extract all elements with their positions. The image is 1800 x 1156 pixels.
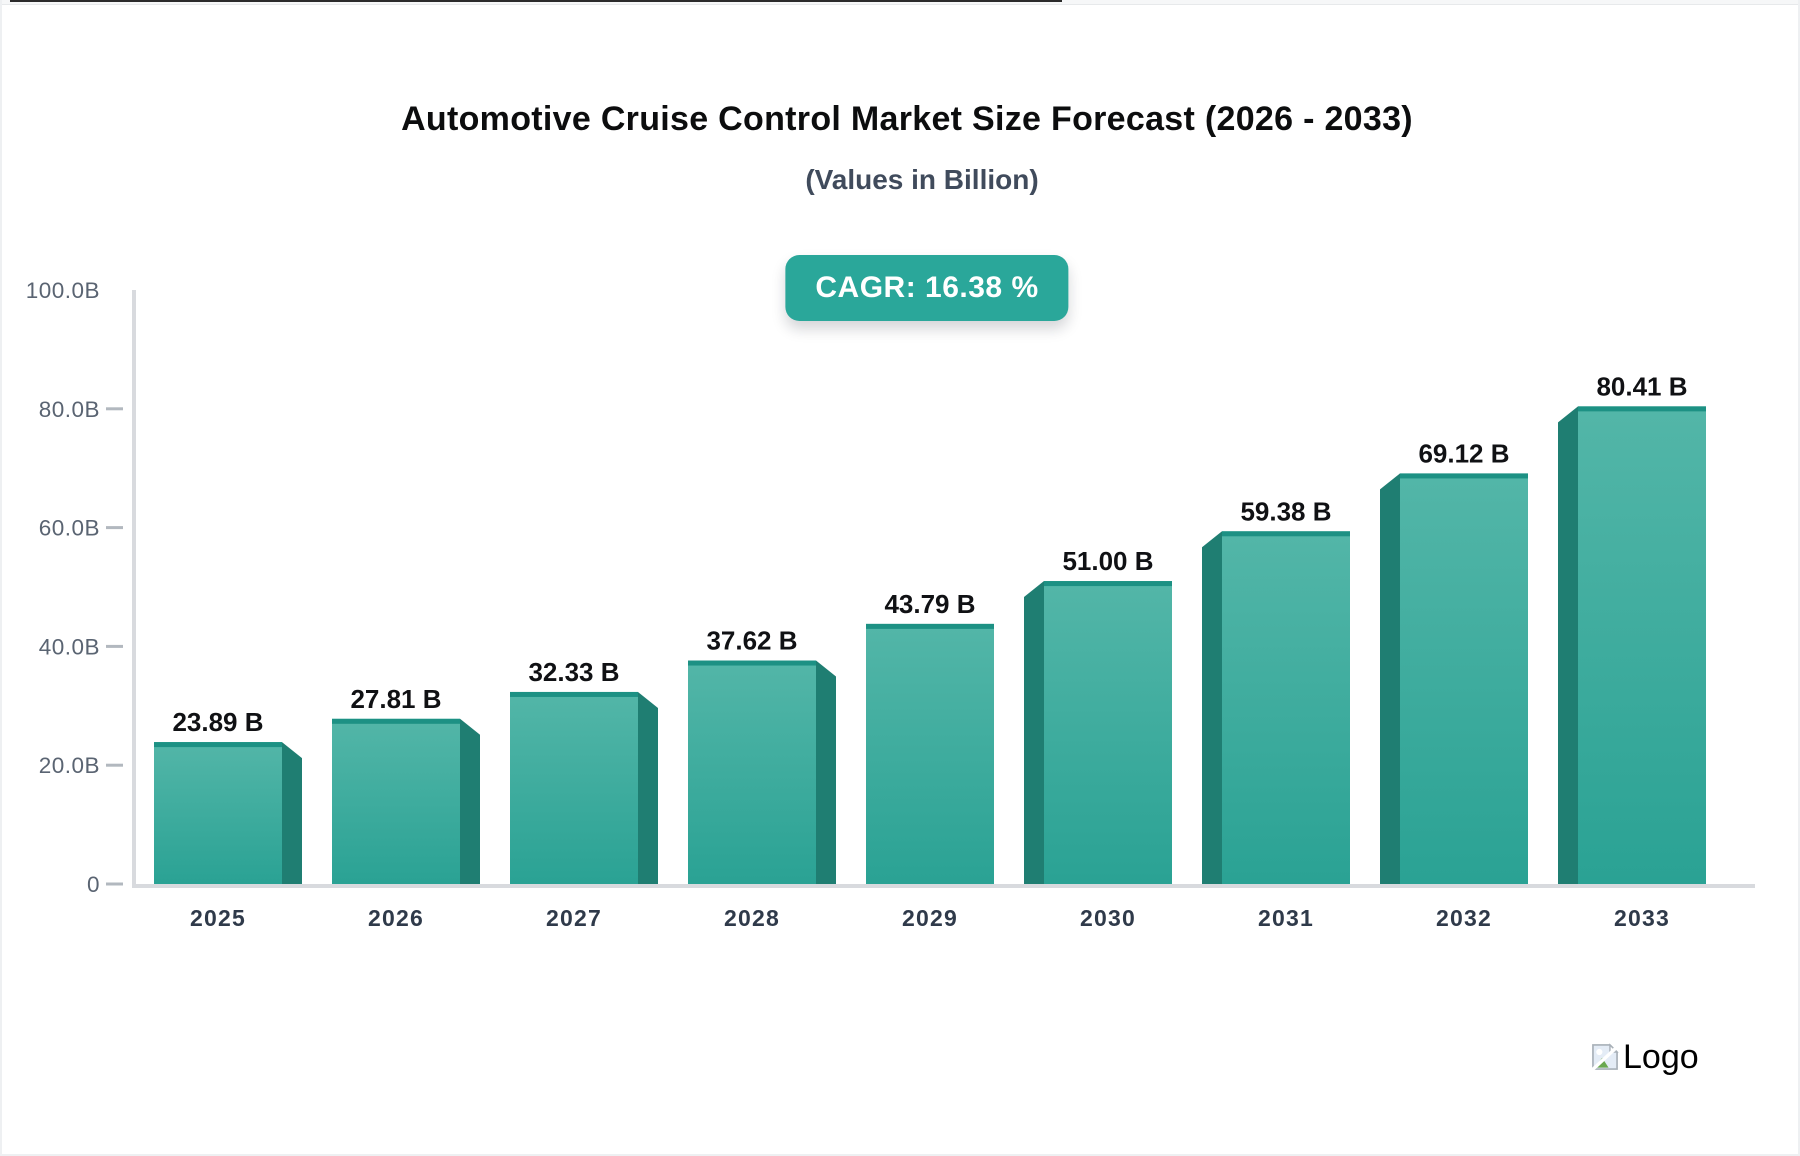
y-axis-label: 80.0B: [39, 397, 100, 422]
bar-side-2030: [1024, 581, 1044, 884]
bar-side-2032: [1380, 473, 1400, 884]
bar-2025[interactable]: [154, 742, 282, 884]
x-axis-label-2032: 2032: [1436, 905, 1492, 931]
bar-top-edge-2029: [866, 623, 994, 629]
bar-value-label-2027: 32.33 B: [528, 657, 619, 687]
x-axis-label-2028: 2028: [724, 905, 780, 931]
x-axis-label-2030: 2030: [1080, 905, 1136, 931]
logo-alt-text: Logo: [1623, 1038, 1699, 1076]
bar-top-edge-2032: [1400, 473, 1528, 479]
bar-side-2028: [816, 660, 836, 884]
bar-value-label-2028: 37.62 B: [706, 626, 797, 656]
x-axis-label-2025: 2025: [190, 905, 246, 931]
bar-value-label-2029: 43.79 B: [884, 589, 975, 619]
y-axis-tick: [106, 644, 123, 648]
bar-2028[interactable]: [688, 660, 816, 884]
y-axis-tick: [106, 882, 123, 886]
bar-value-label-2032: 69.12 B: [1418, 438, 1509, 468]
cagr-badge: CAGR: 16.38 %: [785, 255, 1069, 321]
bar-2031[interactable]: [1222, 531, 1350, 884]
bar-2027[interactable]: [510, 691, 638, 884]
logo: Logo: [1588, 1040, 1699, 1074]
bar-side-2025: [282, 742, 302, 884]
y-axis-label: 60.0B: [39, 516, 100, 541]
bar-side-2031: [1202, 531, 1222, 884]
bar-top-edge-2027: [510, 691, 638, 697]
bar-side-2027: [638, 691, 658, 884]
bar-top-edge-2033: [1578, 406, 1706, 412]
x-axis-label-2026: 2026: [368, 905, 424, 931]
bar-top-edge-2030: [1044, 581, 1172, 587]
window-top-edge: [10, 0, 1062, 2]
x-axis-label-2029: 2029: [902, 905, 958, 931]
x-axis-label-2031: 2031: [1258, 905, 1314, 931]
y-axis-tick: [106, 763, 123, 767]
x-axis-label-2027: 2027: [546, 905, 602, 931]
y-axis-tick: [106, 526, 123, 530]
x-axis-line: [132, 884, 1755, 888]
bar-2029[interactable]: [866, 623, 994, 884]
y-axis-tick: [106, 407, 123, 411]
bar-2033[interactable]: [1578, 406, 1706, 884]
bar-side-2026: [460, 718, 480, 884]
bar-side-2033: [1558, 406, 1578, 884]
y-axis-label: 40.0B: [39, 634, 100, 659]
bar-value-label-2025: 23.89 B: [172, 707, 263, 737]
bar-value-label-2031: 59.38 B: [1240, 496, 1331, 526]
chart-subtitle: (Values in Billion): [805, 164, 1039, 195]
broken-image-icon: [1590, 1043, 1619, 1072]
bar-2030[interactable]: [1044, 581, 1172, 884]
window-top-band: [2, 0, 1798, 5]
y-axis-label: 20.0B: [39, 753, 100, 778]
x-axis-label-2033: 2033: [1614, 905, 1670, 931]
bar-top-edge-2025: [154, 742, 282, 748]
bar-top-edge-2031: [1222, 531, 1350, 537]
bar-2032[interactable]: [1400, 473, 1528, 884]
bar-value-label-2030: 51.00 B: [1062, 546, 1153, 576]
bar-top-edge-2026: [332, 718, 460, 724]
bar-2026[interactable]: [332, 718, 460, 884]
bar-value-label-2033: 80.41 B: [1596, 371, 1687, 401]
bar-value-label-2026: 27.81 B: [350, 684, 441, 714]
bar-top-edge-2028: [688, 660, 816, 666]
chart-title: Automotive Cruise Control Market Size Fo…: [401, 100, 1413, 138]
y-axis-label: 100.0B: [26, 278, 100, 303]
y-axis-label: 0: [87, 872, 100, 897]
y-axis-line: [132, 290, 136, 888]
